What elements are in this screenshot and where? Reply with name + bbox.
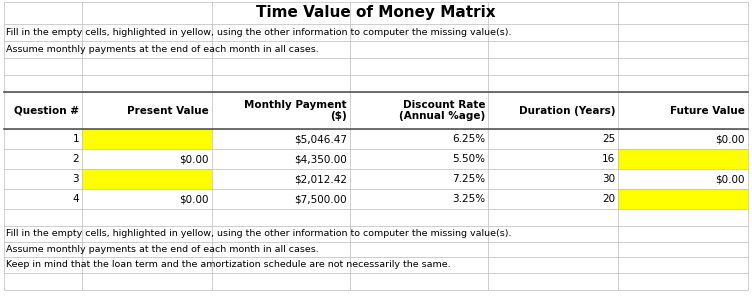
Text: 6.25%: 6.25% [452,134,485,144]
Text: 16: 16 [602,154,615,164]
Text: $4,350.00: $4,350.00 [294,154,347,164]
Text: 30: 30 [602,174,615,184]
Text: $0.00: $0.00 [715,174,745,184]
Text: 3: 3 [72,174,79,184]
Text: Monthly Payment
($): Monthly Payment ($) [244,100,347,121]
Text: Duration (Years): Duration (Years) [519,106,615,115]
Text: Discount Rate
(Annual %age): Discount Rate (Annual %age) [399,100,485,121]
Text: Present Value: Present Value [127,106,209,115]
Text: Keep in mind that the loan term and the amortization schedule are not necessaril: Keep in mind that the loan term and the … [6,260,450,269]
Text: $0.00: $0.00 [715,134,745,144]
Text: 1: 1 [72,134,79,144]
Text: 3.25%: 3.25% [452,194,485,204]
Text: 2: 2 [72,154,79,164]
Bar [82,129,212,149]
Text: $5,046.47: $5,046.47 [294,134,347,144]
Text: $2,012.42: $2,012.42 [294,174,347,184]
Text: 25: 25 [602,134,615,144]
Text: Assume monthly payments at the end of each month in all cases.: Assume monthly payments at the end of ea… [6,45,319,54]
Text: Question #: Question # [14,106,79,115]
Text: $0.00: $0.00 [180,194,209,204]
Text: Time Value of Money Matrix: Time Value of Money Matrix [256,6,496,21]
Text: Future Value: Future Value [670,106,745,115]
Text: 4: 4 [72,194,79,204]
Bar [618,189,748,209]
Text: $0.00: $0.00 [180,154,209,164]
Text: Fill in the empty cells, highlighted in yellow, using the other information to c: Fill in the empty cells, highlighted in … [6,28,511,37]
Text: Assume monthly payments at the end of each month in all cases.: Assume monthly payments at the end of ea… [6,245,319,254]
Text: Fill in the empty cells, highlighted in yellow, using the other information to c: Fill in the empty cells, highlighted in … [6,229,511,238]
Text: 20: 20 [602,194,615,204]
Text: 5.50%: 5.50% [452,154,485,164]
Text: $7,500.00: $7,500.00 [295,194,347,204]
Bar [618,149,748,169]
Text: 7.25%: 7.25% [452,174,485,184]
Bar [82,169,212,189]
